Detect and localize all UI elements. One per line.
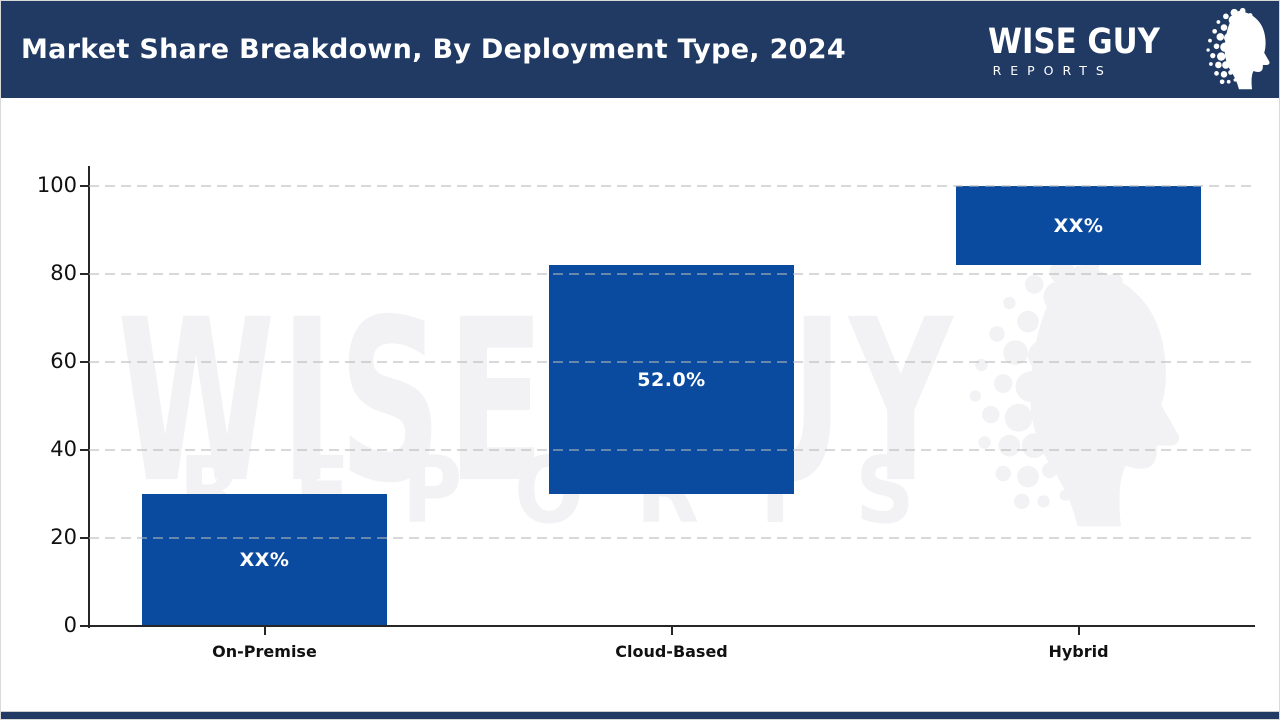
gridline-y-80: [89, 273, 1254, 275]
page-title: Market Share Breakdown, By Deployment Ty…: [21, 34, 846, 65]
bar-value-label: XX%: [1053, 214, 1104, 237]
footer-bar: [1, 711, 1279, 719]
gridline-y-40: [89, 449, 1254, 451]
gridline-y-60: [89, 361, 1254, 363]
header-bar: Market Share Breakdown, By Deployment Ty…: [1, 1, 1279, 98]
bar-cloud-based[interactable]: 52.0%: [549, 265, 794, 494]
y-tick-label: 100: [36, 173, 77, 197]
x-tick-mark: [263, 627, 266, 635]
bar-on-premise[interactable]: XX%: [142, 494, 387, 626]
y-tick-label: 40: [50, 437, 77, 461]
gridline-y-100: [89, 185, 1254, 187]
dotted-head-profile-icon: [1206, 7, 1270, 90]
x-tick-mark: [1077, 627, 1080, 635]
logo-text: WISE GUY REPORTS: [988, 22, 1183, 78]
x-label-hybrid: Hybrid: [1048, 642, 1109, 661]
wise-guy-logo: WISE GUY REPORTS: [988, 5, 1271, 95]
bar-value-label: XX%: [239, 549, 290, 571]
logo-wordmark: WISE GUY: [987, 22, 1160, 62]
y-tick-mark: [80, 185, 89, 187]
bar-value-label: 52.0%: [637, 368, 706, 391]
bar-hybrid[interactable]: XX%: [956, 186, 1201, 266]
watermark-head-icon: [969, 256, 1180, 527]
y-tick-mark: [80, 449, 89, 451]
y-tick-mark: [80, 625, 89, 627]
y-tick-label: 0: [63, 613, 77, 637]
y-tick-label: 60: [50, 349, 77, 373]
x-axis-line: [88, 625, 1255, 627]
gridline-y-20: [89, 537, 1254, 539]
y-tick-label: 20: [50, 525, 77, 549]
y-tick-label: 80: [50, 261, 77, 285]
x-label-cloud-based: Cloud-Based: [615, 642, 728, 661]
y-axis-line: [88, 166, 90, 628]
logo-subtitle: REPORTS: [992, 63, 1113, 78]
x-tick-mark: [670, 627, 673, 635]
y-tick-mark: [80, 273, 89, 275]
y-tick-mark: [80, 361, 89, 363]
y-tick-mark: [80, 537, 89, 539]
x-label-on-premise: On-Premise: [212, 642, 317, 661]
